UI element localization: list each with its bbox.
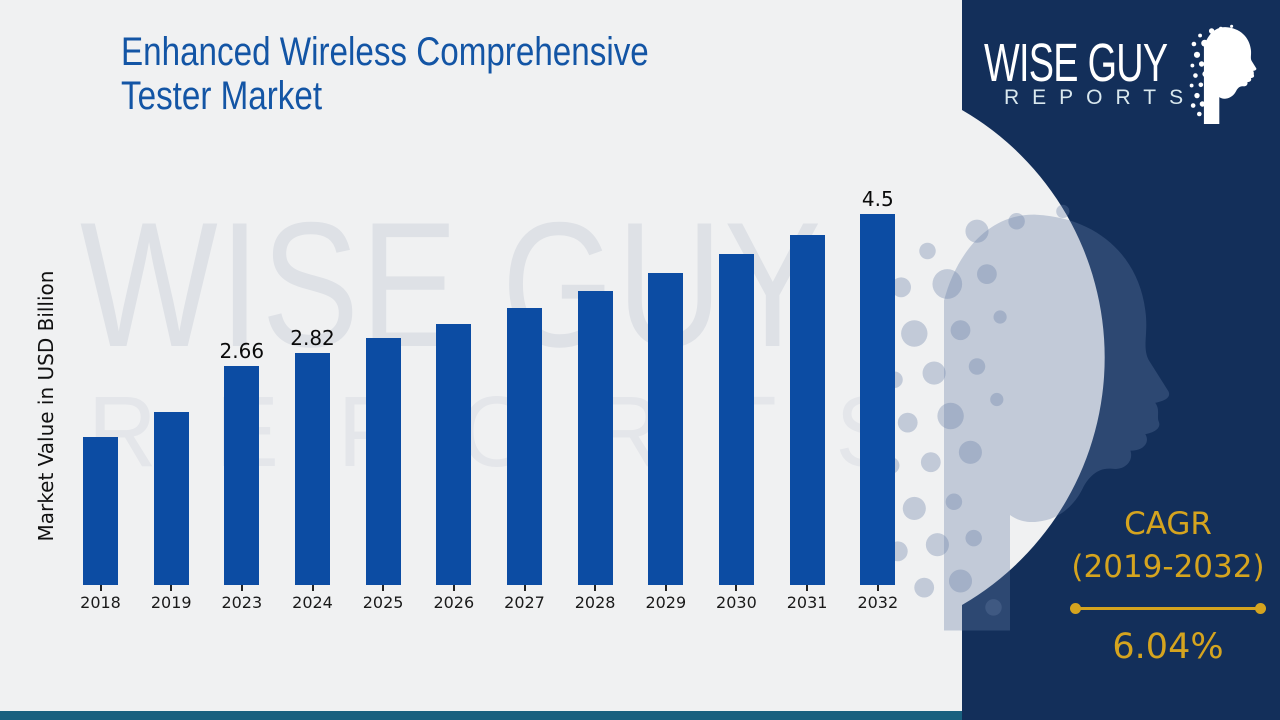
bar-2018 — [83, 437, 118, 585]
x-axis-tick-2028 — [594, 585, 597, 591]
x-axis-tick-2031 — [806, 585, 809, 591]
divider-dot-right — [1255, 603, 1266, 614]
x-tick-label-2018: 2018 — [80, 593, 121, 612]
bar-2025 — [365, 338, 401, 585]
x-tick-label-2027: 2027 — [504, 593, 545, 612]
data-label-2023: 2.66 — [219, 339, 265, 363]
cagr-divider — [1070, 603, 1266, 614]
x-axis-tick-2025 — [382, 585, 385, 591]
x-axis-tick-2018 — [99, 585, 102, 591]
watermark-reports: REPORTS — [88, 382, 958, 482]
x-tick-label-2029: 2029 — [645, 593, 687, 612]
x-tick-label-2031: 2031 — [786, 593, 828, 612]
x-axis-tick-2029 — [664, 585, 667, 591]
x-tick-label-2028: 2028 — [574, 593, 616, 612]
x-tick-label-2025: 2025 — [362, 593, 404, 612]
bar-2023 — [224, 366, 260, 585]
bar-2030 — [718, 254, 754, 585]
brand-wordmark-sub: REPORTS — [1004, 86, 1197, 109]
data-label-2024: 2.82 — [290, 326, 335, 350]
bar-2026 — [436, 324, 472, 585]
brand-face-icon — [1189, 24, 1257, 124]
x-axis-tick-2026 — [452, 585, 455, 591]
cagr-range: (2019-2032) — [1071, 549, 1265, 585]
x-axis-tick-2024 — [311, 585, 314, 591]
x-axis-tick-2030 — [735, 585, 738, 591]
x-tick-label-2024: 2024 — [292, 593, 333, 612]
bar-2032 — [860, 214, 896, 585]
x-tick-label-2019: 2019 — [150, 593, 192, 612]
bar-2029 — [648, 273, 684, 585]
divider-dot-left — [1070, 603, 1081, 614]
bar-2019 — [153, 412, 189, 585]
cagr-block: CAGR (2019-2032) 6.04% — [1058, 506, 1278, 667]
data-label-2032: 4.5 — [861, 187, 894, 211]
bar-2028 — [577, 291, 613, 585]
x-tick-label-2026: 2026 — [433, 593, 475, 612]
bar-2031 — [789, 235, 825, 585]
page-title: Enhanced Wireless Comprehensive Tester M… — [121, 30, 649, 118]
x-axis-tick-2027 — [523, 585, 526, 591]
x-tick-label-2023: 2023 — [221, 593, 263, 612]
x-tick-label-2030: 2030 — [716, 593, 757, 612]
page-title-line2: Tester Market — [121, 74, 323, 118]
page-title-line1: Enhanced Wireless Comprehensive — [121, 30, 649, 74]
bar-2027 — [507, 308, 542, 585]
x-axis-tick-2023 — [240, 585, 243, 591]
x-tick-label-2032: 2032 — [857, 593, 899, 612]
cagr-value: 6.04% — [1112, 627, 1224, 667]
bar-2024 — [295, 353, 330, 585]
x-axis-tick-2019 — [170, 585, 173, 591]
x-axis-tick-2032 — [876, 585, 879, 591]
footer-accent-bar — [0, 711, 962, 720]
brand-wordmark: WISE GUY — [984, 33, 1168, 93]
cagr-label: CAGR — [1124, 506, 1212, 542]
